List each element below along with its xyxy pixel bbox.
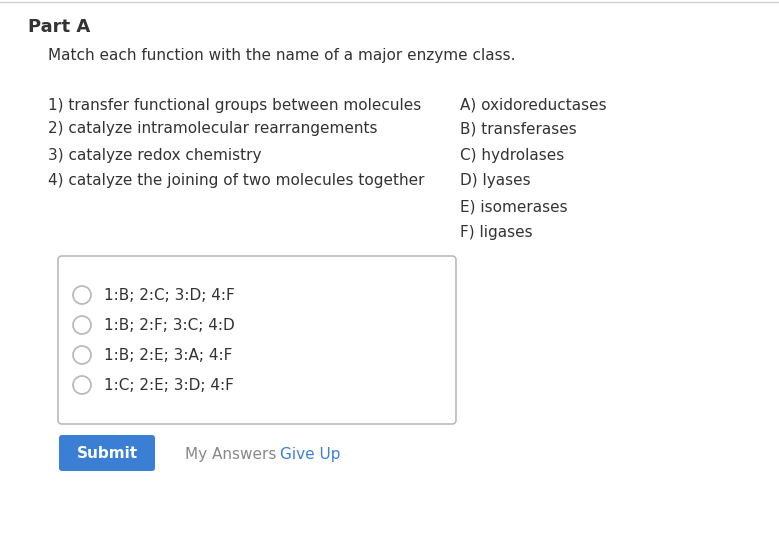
Text: F) ligases: F) ligases	[460, 225, 533, 240]
Text: My Answers: My Answers	[185, 447, 277, 462]
Text: Submit: Submit	[76, 445, 138, 461]
Text: 1:B; 2:C; 3:D; 4:F: 1:B; 2:C; 3:D; 4:F	[104, 288, 234, 303]
Text: B) transferases: B) transferases	[460, 121, 576, 136]
Text: 1:B; 2:E; 3:A; 4:F: 1:B; 2:E; 3:A; 4:F	[104, 348, 232, 363]
Text: Part A: Part A	[28, 18, 90, 36]
Text: 1:C; 2:E; 3:D; 4:F: 1:C; 2:E; 3:D; 4:F	[104, 378, 234, 393]
FancyBboxPatch shape	[59, 435, 155, 471]
Text: 1) transfer functional groups between molecules: 1) transfer functional groups between mo…	[48, 98, 421, 113]
Text: Give Up: Give Up	[280, 447, 340, 462]
Text: C) hydrolases: C) hydrolases	[460, 148, 564, 163]
Text: E) isomerases: E) isomerases	[460, 200, 568, 215]
Text: Match each function with the name of a major enzyme class.: Match each function with the name of a m…	[48, 48, 516, 63]
Text: 3) catalyze redox chemistry: 3) catalyze redox chemistry	[48, 148, 262, 163]
Text: 4) catalyze the joining of two molecules together: 4) catalyze the joining of two molecules…	[48, 173, 425, 188]
Text: D) lyases: D) lyases	[460, 173, 530, 188]
Text: A) oxidoreductases: A) oxidoreductases	[460, 98, 607, 113]
Text: 2) catalyze intramolecular rearrangements: 2) catalyze intramolecular rearrangement…	[48, 121, 378, 136]
FancyBboxPatch shape	[58, 256, 456, 424]
Text: 1:B; 2:F; 3:C; 4:D: 1:B; 2:F; 3:C; 4:D	[104, 318, 234, 333]
